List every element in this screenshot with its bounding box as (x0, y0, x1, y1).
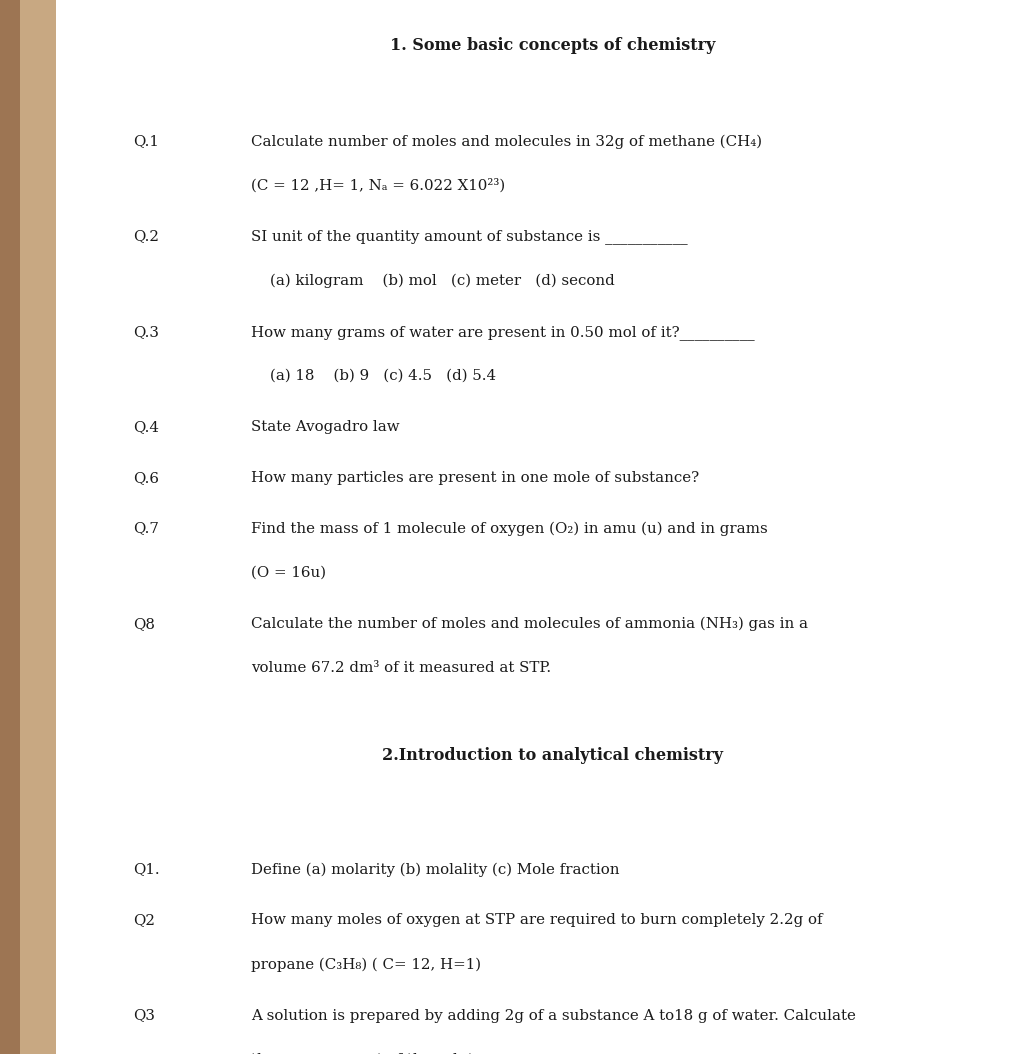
Bar (0, 0, 20, 1054)
Text: (a) kilogram    (b) mol   (c) meter   (d) second: (a) kilogram (b) mol (c) meter (d) secon… (251, 274, 614, 288)
Text: 2.Introduction to analytical chemistry: 2.Introduction to analytical chemistry (382, 747, 724, 764)
Text: the mass percent of the solute.: the mass percent of the solute. (251, 1053, 487, 1054)
Text: How many moles of oxygen at STP are required to burn completely 2.2g of: How many moles of oxygen at STP are requ… (251, 914, 822, 928)
Text: Q.2: Q.2 (133, 230, 159, 243)
Text: Q.7: Q.7 (133, 522, 159, 535)
Text: A solution is prepared by adding 2g of a substance A to18 g of water. Calculate: A solution is prepared by adding 2g of a… (251, 1009, 856, 1022)
Text: (C = 12 ,H= 1, Nₐ = 6.022 X10²³): (C = 12 ,H= 1, Nₐ = 6.022 X10²³) (251, 178, 505, 193)
Text: Q.1: Q.1 (133, 134, 159, 149)
Text: How many grams of water are present in 0.50 mol of it?__________: How many grams of water are present in 0… (251, 325, 755, 339)
Text: Define (a) molarity (b) molality (c) Mole fraction: Define (a) molarity (b) molality (c) Mol… (251, 862, 620, 877)
Text: (a) 18    (b) 9   (c) 4.5   (d) 5.4: (a) 18 (b) 9 (c) 4.5 (d) 5.4 (251, 369, 496, 383)
Bar (0, 0, 56, 1054)
Text: Find the mass of 1 molecule of oxygen (O₂) in amu (u) and in grams: Find the mass of 1 molecule of oxygen (O… (251, 522, 768, 536)
Text: Calculate the number of moles and molecules of ammonia (NH₃) gas in a: Calculate the number of moles and molecu… (251, 617, 808, 631)
Text: Q3: Q3 (133, 1009, 155, 1022)
Text: Q8: Q8 (133, 617, 155, 630)
Text: State Avogadro law: State Avogadro law (251, 419, 399, 434)
Text: Q.6: Q.6 (133, 471, 159, 485)
Text: propane (C₃H₈) ( C= 12, H=1): propane (C₃H₈) ( C= 12, H=1) (251, 958, 481, 972)
Text: Q.4: Q.4 (133, 419, 159, 434)
Text: How many particles are present in one mole of substance?: How many particles are present in one mo… (251, 471, 699, 485)
Text: volume 67.2 dm³ of it measured at STP.: volume 67.2 dm³ of it measured at STP. (251, 661, 551, 675)
Text: Q.3: Q.3 (133, 325, 159, 338)
Text: 1. Some basic concepts of chemistry: 1. Some basic concepts of chemistry (390, 37, 716, 54)
Text: Q1.: Q1. (133, 862, 160, 877)
Text: (O = 16u): (O = 16u) (251, 566, 326, 580)
Text: Q2: Q2 (133, 914, 155, 928)
Text: SI unit of the quantity amount of substance is ___________: SI unit of the quantity amount of substa… (251, 230, 687, 245)
Text: Calculate number of moles and molecules in 32g of methane (CH₄): Calculate number of moles and molecules … (251, 134, 762, 149)
